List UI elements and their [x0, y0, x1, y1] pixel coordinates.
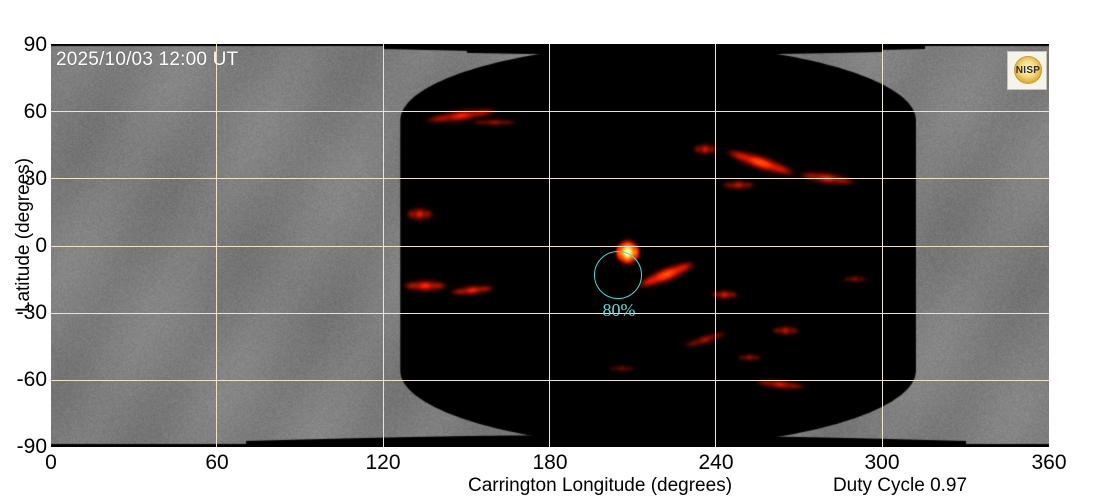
y-axis-title: Latitude (degrees): [13, 157, 34, 313]
x-tick-label: 120: [365, 451, 401, 474]
y-tick-label: 60: [23, 100, 47, 123]
x-tick-label: 360: [1031, 451, 1067, 474]
x-tick-label: 300: [864, 451, 900, 474]
highlight-circle-annotation[interactable]: [594, 251, 642, 299]
x-tick-label: 240: [698, 451, 734, 474]
y-tick-label: 90: [23, 33, 47, 56]
x-tick-label: 0: [45, 451, 57, 474]
nisp-logo-text: NISP: [1015, 65, 1041, 76]
y-tick-label: -30: [16, 301, 47, 324]
nisp-logo-badge[interactable]: NISP: [1007, 51, 1047, 90]
y-tick-label: 30: [23, 167, 47, 190]
x-tick-label: 60: [205, 451, 229, 474]
duty-cycle-label: Duty Cycle 0.97: [832, 475, 968, 496]
x-tick-label: 180: [532, 451, 568, 474]
x-axis-title: Carrington Longitude (degrees): [467, 475, 733, 496]
y-tick-label: -60: [16, 368, 47, 391]
y-tick-label: 0: [35, 234, 47, 257]
y-tick-label: -90: [16, 435, 47, 458]
magnetogram-emission-canvas: [51, 44, 1049, 447]
synoptic-map-plot-area[interactable]: 2025/10/03 12:00 UT 80% NISP: [51, 44, 1049, 447]
sun-disk-icon: [1014, 56, 1042, 84]
highlight-percent-label: 80%: [602, 300, 636, 320]
date-time-stamp: 2025/10/03 12:00 UT: [56, 49, 239, 70]
